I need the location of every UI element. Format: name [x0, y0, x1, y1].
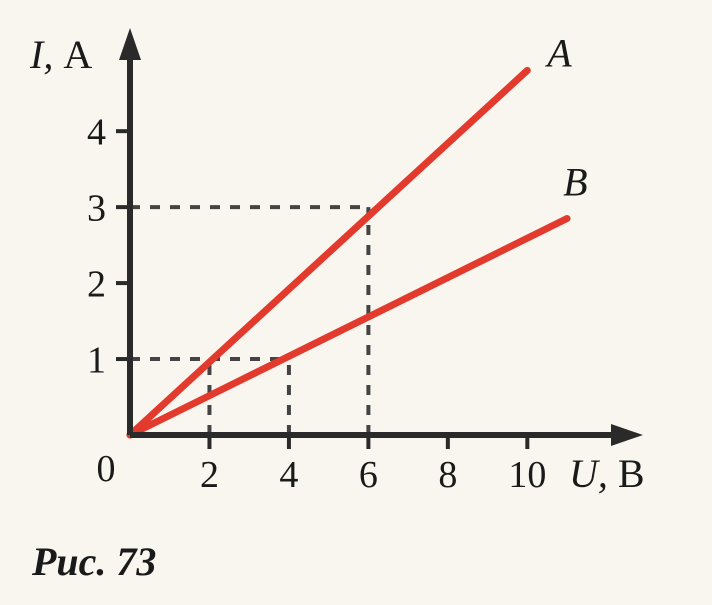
- x-axis-arrow: [611, 424, 643, 446]
- x-tick-label: 4: [279, 454, 298, 496]
- series-B: [130, 219, 567, 435]
- series-A: [130, 70, 527, 435]
- y-tick-label: 1: [87, 339, 106, 381]
- x-axis-label: U, В: [569, 451, 645, 496]
- x-tick-label: 6: [359, 454, 378, 496]
- origin-label: 0: [97, 448, 116, 490]
- y-tick-label: 4: [87, 111, 106, 153]
- y-tick-label: 3: [87, 187, 106, 229]
- y-axis-arrow: [119, 28, 141, 60]
- y-tick-label: 2: [87, 263, 106, 305]
- series-label-B: B: [563, 160, 587, 205]
- x-tick-label: 8: [438, 454, 457, 496]
- iv-chart: AB24681012340I, АU, В: [0, 0, 712, 520]
- x-tick-label: 2: [200, 454, 219, 496]
- figure-caption: Рис. 73: [32, 538, 156, 585]
- x-tick-label: 10: [508, 454, 546, 496]
- y-axis-label: I, А: [29, 32, 92, 77]
- series-label-A: A: [544, 31, 572, 76]
